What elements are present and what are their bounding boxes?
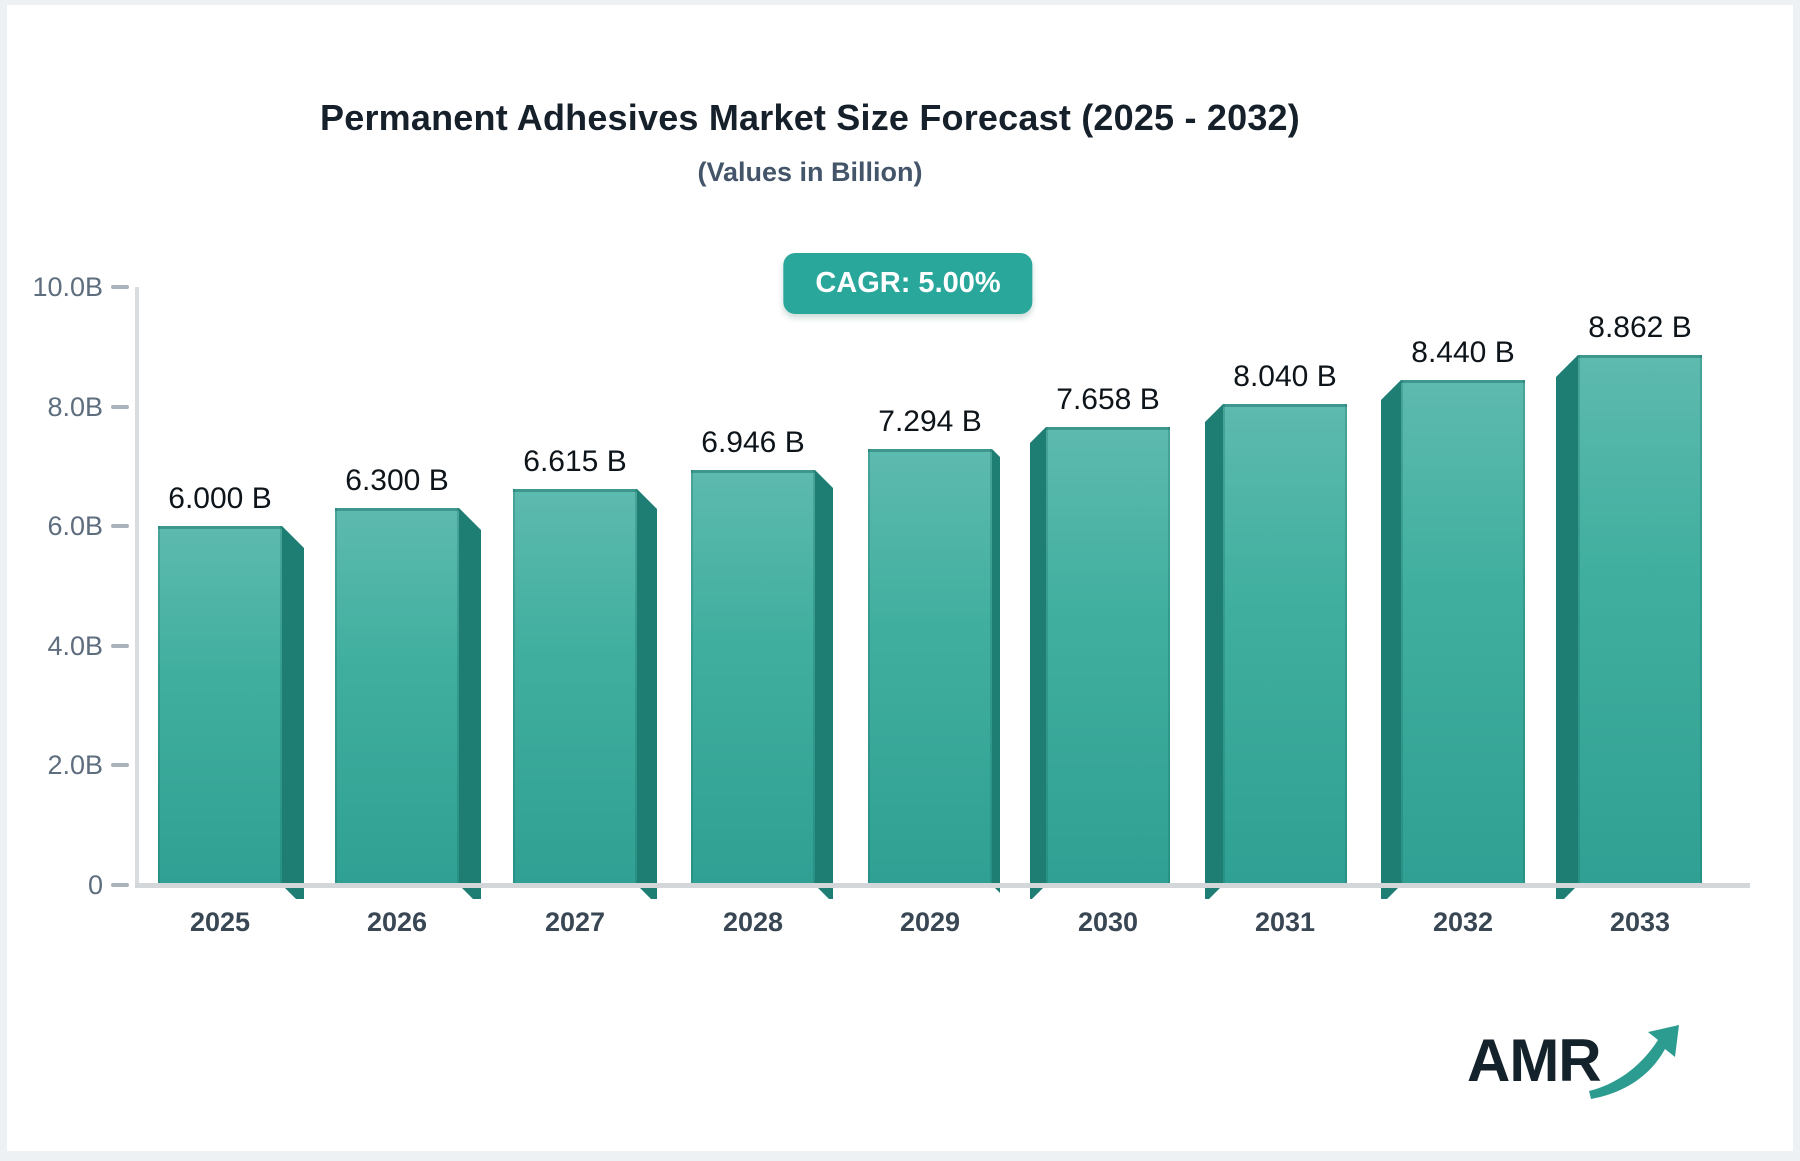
bar-side-face xyxy=(459,508,481,899)
x-tick-label: 2027 xyxy=(545,907,605,938)
bar-value-label: 8.040 B xyxy=(1233,360,1336,394)
bar-side-face xyxy=(1381,380,1401,899)
bar-side-face xyxy=(1556,355,1578,899)
bar-2030 xyxy=(1046,427,1170,885)
x-tick-label: 2033 xyxy=(1610,907,1670,938)
amr-logo-arrow-icon xyxy=(1589,1025,1679,1099)
bar-side-face xyxy=(637,489,657,899)
x-axis-line xyxy=(135,883,1750,888)
amr-logo: AMR xyxy=(1465,1015,1705,1111)
bar-2025 xyxy=(158,526,282,885)
x-tick-label: 2032 xyxy=(1433,907,1493,938)
bar-2031 xyxy=(1223,404,1347,885)
bar-value-label: 6.946 B xyxy=(701,426,804,460)
x-tick-label: 2028 xyxy=(723,907,783,938)
amr-logo-text: AMR xyxy=(1467,1027,1601,1094)
x-tick-label: 2030 xyxy=(1078,907,1138,938)
bar-side-face xyxy=(1030,427,1046,899)
bar-2028 xyxy=(691,470,815,885)
bar-value-label: 6.000 B xyxy=(168,482,271,516)
x-tick-label: 2025 xyxy=(190,907,250,938)
bar-side-face xyxy=(1205,404,1223,899)
bar-2029 xyxy=(868,449,992,885)
bar-side-face xyxy=(992,449,1000,893)
bar-side-face xyxy=(815,470,833,899)
chart-card: Permanent Adhesives Market Size Forecast… xyxy=(7,5,1793,1151)
bar-value-label: 7.294 B xyxy=(878,405,981,439)
bar-2032 xyxy=(1401,380,1525,885)
bar-value-label: 8.862 B xyxy=(1588,311,1691,345)
bars-layer xyxy=(7,5,1800,899)
x-tick-label: 2026 xyxy=(367,907,427,938)
x-tick-label: 2031 xyxy=(1255,907,1315,938)
bar-value-label: 7.658 B xyxy=(1056,383,1159,417)
bar-value-label: 8.440 B xyxy=(1411,336,1514,370)
bar-2033 xyxy=(1578,355,1702,885)
bar-value-label: 6.615 B xyxy=(523,445,626,479)
bar-2026 xyxy=(335,508,459,885)
bar-2027 xyxy=(513,489,637,885)
bar-value-label: 6.300 B xyxy=(345,464,448,498)
bar-side-face xyxy=(282,526,304,899)
x-tick-label: 2029 xyxy=(900,907,960,938)
